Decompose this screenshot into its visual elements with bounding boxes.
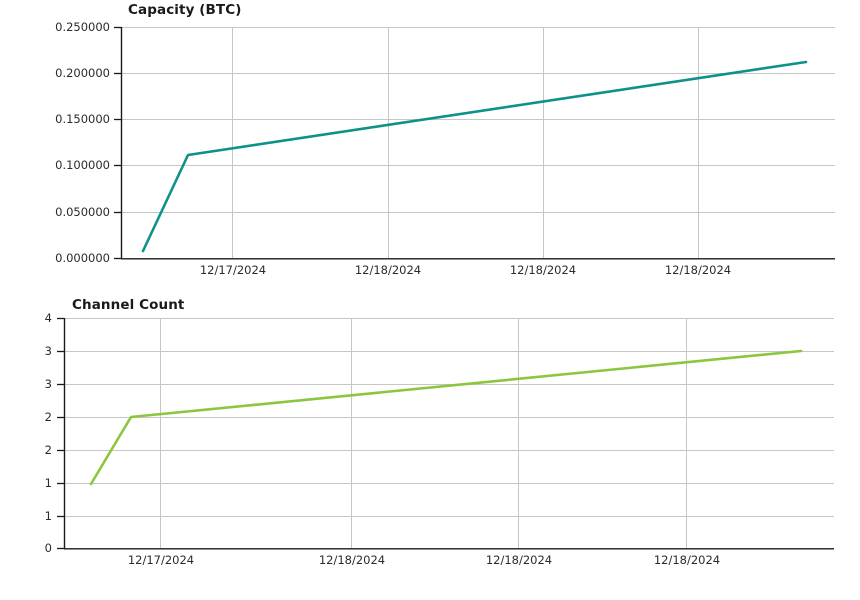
capacity-xtick-label-4: 12/18/2024 (664, 263, 732, 277)
capacity-ytick-label-0100000: 0.100000 (55, 158, 110, 172)
channel-count-xtick-label-1: 12/17/2024 (127, 553, 195, 567)
channel-count-ytick-label-0: 0 (44, 541, 52, 555)
channel-count-ytick-label-4: 4 (44, 311, 52, 325)
channel-count-ytick-label-2: 2 (44, 443, 52, 457)
capacity-chart-title: Capacity (BTC) (128, 2, 242, 18)
channel-count-ytick-label-3: 3 (44, 377, 52, 391)
channel-count-xtick-label-3: 12/18/2024 (485, 553, 553, 567)
capacity-xtick-label-3: 12/18/2024 (509, 263, 577, 277)
capacity-ytick-label-0250000: 0.250000 (55, 20, 110, 34)
channel-count-xtick-label-2: 12/18/2024 (318, 553, 386, 567)
channel-count-xtick-label-4: 12/18/2024 (653, 553, 721, 567)
channel-count-ytick-label-25: 2 (44, 410, 52, 424)
capacity-ytick-label-0200000: 0.200000 (55, 66, 110, 80)
capacity-ytick-label-0150000: 0.150000 (55, 112, 110, 126)
capacity-ytick-label-0000000: 0.000000 (55, 251, 110, 265)
channel-count-ytick-label-35: 3 (44, 344, 52, 358)
capacity-xtick-label-1: 12/17/2024 (199, 263, 267, 277)
channel-count-ytick-label-15: 1 (44, 476, 52, 490)
channel-count-chart-title: Channel Count (72, 297, 185, 313)
channel-count-ytick-label-1: 1 (44, 509, 52, 523)
capacity-xtick-label-2: 12/18/2024 (354, 263, 422, 277)
capacity-chart-panel (0, 0, 860, 292)
capacity-ytick-label-0050000: 0.050000 (55, 205, 110, 219)
